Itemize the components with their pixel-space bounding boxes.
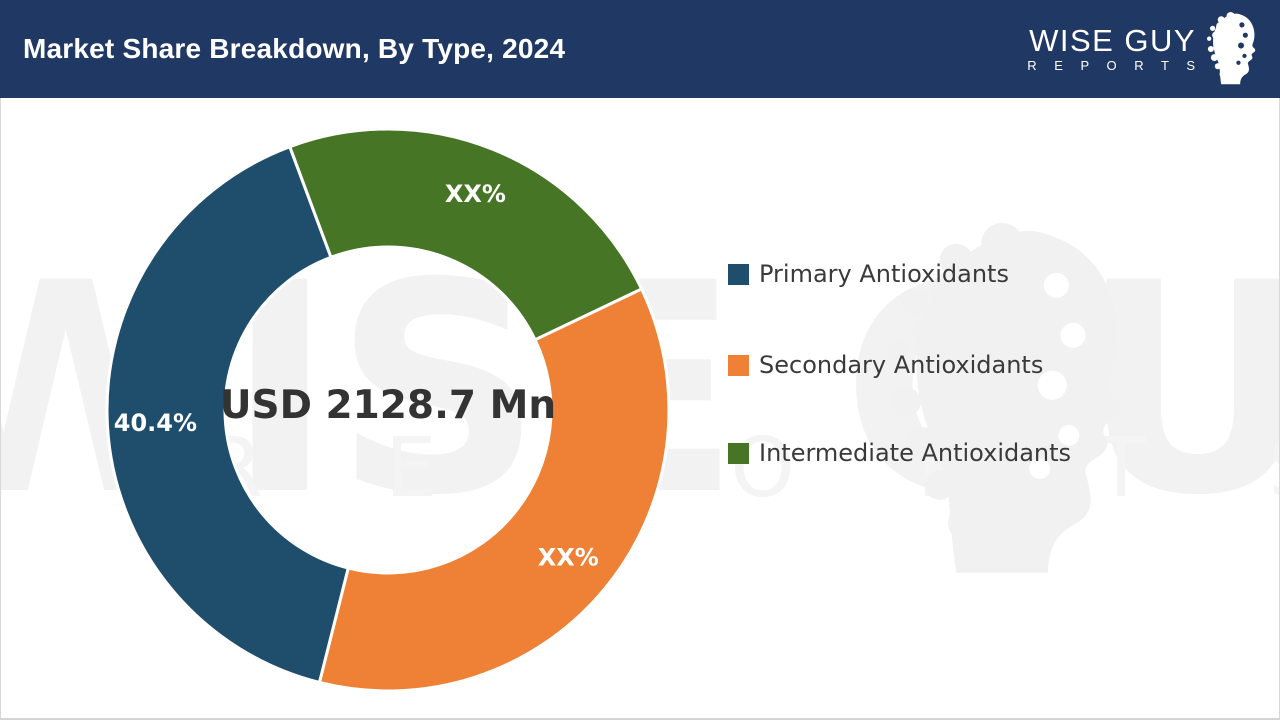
legend-item-intermediate-antioxidants: Intermediate Antioxidants: [728, 438, 1071, 468]
logo-subtitle: R E P O R T S: [1027, 57, 1202, 73]
watermark-face-icon: [887, 222, 1122, 573]
logo-text: WISE GUY R E P O R T S: [1023, 25, 1202, 73]
chart-area: WISE GUY R E P O R T S 40.4%XX%XX% USD 2…: [0, 98, 1280, 720]
wiseguy-logo: WISE GUY R E P O R T S: [1023, 8, 1266, 90]
segment-label-1: XX%: [538, 544, 599, 572]
page-title: Market Share Breakdown, By Type, 2024: [23, 33, 566, 64]
legend-item-secondary-antioxidants: Secondary Antioxidants: [728, 350, 1043, 380]
segment-label-2: XX%: [445, 180, 506, 208]
logo-wordmark: WISE GUY: [1029, 23, 1197, 59]
legend-swatch-primary: [728, 263, 749, 285]
donut-chart: 40.4% XX% XX%: [105, 127, 671, 693]
legend-item-primary-antioxidants: Primary Antioxidants: [728, 259, 1009, 289]
segment-label-0: 40.4%: [114, 409, 197, 437]
wiseguy-face-icon: [1207, 11, 1256, 85]
legend-label: Intermediate Antioxidants: [759, 439, 1072, 467]
donut-segment-0: [105, 144, 351, 685]
legend-swatch-secondary: [728, 354, 749, 376]
header-bar: Market Share Breakdown, By Type, 2024 WI…: [0, 0, 1280, 98]
center-value-label: USD 2128.7 Mn: [219, 383, 557, 428]
legend-label: Primary Antioxidants: [759, 260, 1009, 288]
legend-label: Secondary Antioxidants: [759, 351, 1044, 379]
legend-swatch-intermediate: [728, 442, 749, 464]
donut-segment-1: [317, 286, 671, 693]
donut-segment-2: [287, 127, 644, 342]
